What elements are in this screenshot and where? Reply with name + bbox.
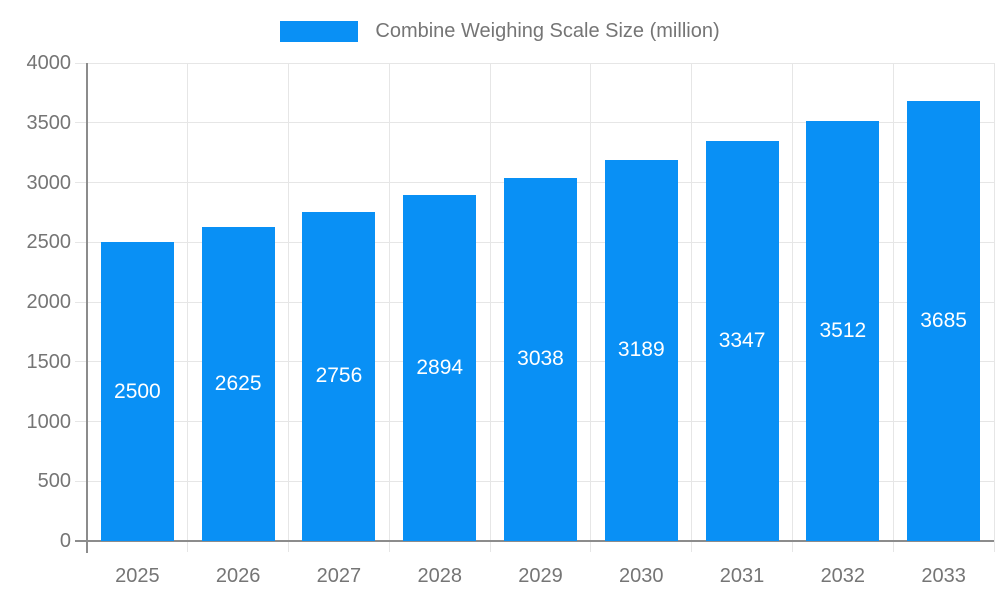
y-tick-mark — [75, 361, 87, 363]
x-gridline — [791, 63, 793, 552]
legend-swatch — [280, 20, 359, 42]
y-axis-tick-label: 3500 — [26, 111, 72, 134]
y-tick-mark — [75, 480, 87, 482]
x-gridline — [590, 63, 592, 552]
bar[interactable]: 3189 — [604, 159, 678, 541]
bar-value-label: 3189 — [617, 338, 665, 362]
bar[interactable]: 2894 — [403, 195, 477, 541]
y-axis-tick-label: 500 — [37, 470, 71, 493]
y-gridline — [87, 62, 994, 64]
y-axis-tick-label: 2500 — [26, 231, 72, 254]
bar-value-label: 2756 — [315, 364, 363, 388]
bar-value-label: 2500 — [114, 379, 161, 403]
y-axis-line — [86, 63, 88, 553]
y-tick-mark — [75, 421, 87, 422]
x-gridline — [187, 63, 189, 552]
bar[interactable]: 3347 — [705, 141, 779, 541]
bar-value-label: 3685 — [920, 308, 967, 332]
x-gridline — [288, 63, 290, 552]
x-gridline — [691, 63, 693, 552]
x-gridline — [489, 63, 491, 552]
y-axis-tick-label: 2000 — [26, 291, 72, 313]
x-axis-tick-label: 2033 — [921, 565, 966, 587]
y-axis-tick-label: 1000 — [26, 410, 72, 433]
y-axis-tick-label: 0 — [59, 530, 71, 552]
x-axis-tick-label: 2030 — [619, 565, 664, 587]
y-gridline — [87, 122, 994, 124]
bar-value-label: 2894 — [416, 356, 464, 380]
bar[interactable]: 2500 — [100, 242, 174, 541]
bar-value-label: 3038 — [517, 347, 564, 371]
y-axis-tick-label: 3000 — [26, 171, 72, 194]
y-tick-mark — [75, 182, 87, 183]
legend-label: Combine Weighing Scale Size (million) — [375, 19, 720, 42]
bar[interactable]: 3512 — [806, 121, 880, 541]
bar-value-label: 3347 — [718, 329, 766, 352]
x-axis-tick-label: 2028 — [417, 565, 462, 587]
bar[interactable]: 3038 — [504, 177, 577, 541]
y-tick-mark — [75, 301, 87, 303]
x-axis-tick-label: 2029 — [518, 565, 563, 587]
x-axis-tick-label: 2026 — [215, 565, 261, 587]
x-axis-line — [75, 540, 994, 542]
y-axis-tick-label: 1500 — [26, 350, 72, 373]
x-axis-tick-label: 2031 — [719, 565, 765, 587]
y-axis-tick-label: 4000 — [26, 52, 72, 74]
x-gridline — [993, 63, 995, 552]
x-gridline — [892, 63, 894, 552]
y-tick-mark — [75, 122, 87, 124]
bar[interactable]: 2625 — [201, 227, 275, 541]
bar-value-label: 2625 — [214, 372, 262, 396]
x-gridline — [388, 63, 390, 552]
x-axis-tick-label: 2025 — [115, 565, 160, 587]
legend[interactable]: Combine Weighing Scale Size (million) — [0, 19, 1000, 43]
x-axis-tick-label: 2027 — [316, 565, 362, 587]
bar-value-label: 3512 — [819, 319, 867, 343]
y-tick-mark — [75, 241, 87, 243]
y-tick-mark — [75, 62, 87, 64]
bar[interactable]: 2756 — [302, 211, 376, 541]
bar[interactable]: 3685 — [907, 100, 981, 541]
x-axis-tick-label: 2032 — [820, 565, 866, 587]
